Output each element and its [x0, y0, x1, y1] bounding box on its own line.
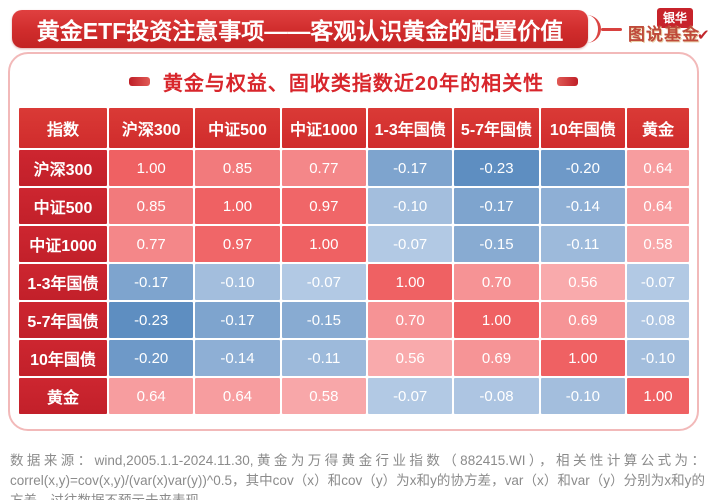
- correlation-cell: 0.64: [627, 188, 689, 224]
- subtitle-dash-right: [557, 77, 579, 86]
- correlation-cell: -0.11: [281, 340, 366, 376]
- correlation-cell: 0.97: [281, 188, 366, 224]
- correlation-cell: 0.85: [195, 150, 280, 186]
- row-label: 沪深300: [19, 150, 107, 186]
- correlation-cell: -0.07: [627, 264, 689, 300]
- correlation-cell: 0.58: [281, 378, 366, 414]
- correlation-cell: 0.85: [109, 188, 194, 224]
- column-header: 黄金: [627, 108, 689, 148]
- logo-tushuo-text: 图说基金: [628, 25, 700, 44]
- correlation-cell: 0.70: [454, 264, 539, 300]
- correlation-cell: -0.14: [195, 340, 280, 376]
- correlation-cell: -0.17: [109, 264, 194, 300]
- corner-header: 指数: [19, 108, 107, 148]
- correlation-cell: -0.15: [454, 226, 539, 262]
- correlation-cell: -0.23: [109, 302, 194, 338]
- correlation-cell: 1.00: [540, 340, 625, 376]
- correlation-cell: -0.10: [368, 188, 453, 224]
- chart-subtitle: 黄金与权益、固收类指数近20年的相关性: [162, 73, 545, 95]
- correlation-cell: 1.00: [368, 264, 453, 300]
- correlation-cell: 1.00: [281, 226, 366, 262]
- correlation-cell: -0.14: [540, 188, 625, 224]
- subtitle-row: 黄金与权益、固收类指数近20年的相关性: [10, 67, 697, 96]
- logo-yinhua-badge: 银华: [656, 8, 693, 28]
- correlation-cell: 0.77: [281, 150, 366, 186]
- row-label: 5-7年国债: [19, 302, 107, 338]
- correlation-cell: 1.00: [454, 302, 539, 338]
- column-header: 5-7年国债: [454, 108, 539, 148]
- correlation-cell: -0.20: [109, 340, 194, 376]
- correlation-cell: 1.00: [195, 188, 280, 224]
- correlation-cell: -0.10: [627, 340, 689, 376]
- row-label: 10年国债: [19, 340, 107, 376]
- correlation-table: 指数 沪深300 中证500 中证1000 1-3年国债 5-7年国债 10年国债 黄金 沪深3…: [19, 108, 689, 414]
- correlation-cell: 0.56: [368, 340, 453, 376]
- subtitle-dash-left: [128, 77, 150, 86]
- correlation-cell: 0.77: [109, 226, 194, 262]
- banner-ribbon-arc: [585, 15, 601, 43]
- correlation-cell: -0.11: [540, 226, 625, 262]
- row-label: 中证1000: [19, 226, 107, 262]
- page-title: 黄金ETF投资注意事项——客观认识黄金的配置价值: [36, 18, 564, 44]
- correlation-cell: -0.07: [281, 264, 366, 300]
- column-header: 中证500: [195, 108, 280, 148]
- correlation-cell: -0.17: [368, 150, 453, 186]
- correlation-cell: -0.15: [281, 302, 366, 338]
- correlation-cell: 0.97: [195, 226, 280, 262]
- correlation-cell: -0.20: [540, 150, 625, 186]
- row-label: 黄金: [19, 378, 107, 414]
- title-banner: 黄金ETF投资注意事项——客观认识黄金的配置价值: [12, 10, 588, 48]
- column-header: 中证1000: [281, 108, 366, 148]
- column-header: 1-3年国债: [368, 108, 453, 148]
- correlation-cell: -0.10: [540, 378, 625, 414]
- correlation-cell: -0.10: [195, 264, 280, 300]
- connector-dash: [601, 28, 622, 31]
- correlation-cell: -0.08: [627, 302, 689, 338]
- column-header: 10年国债: [540, 108, 625, 148]
- correlation-cell: -0.07: [368, 378, 453, 414]
- correlation-cell: 0.56: [540, 264, 625, 300]
- footnote: 数据来源：wind,2005.1.1-2024.11.30,黄金为万得黄金行业指…: [10, 452, 705, 500]
- correlation-cell: -0.07: [368, 226, 453, 262]
- content-panel: 黄金与权益、固收类指数近20年的相关性 指数 沪深300 中证500 中证1000 1-…: [8, 52, 699, 431]
- correlation-cell: 0.70: [368, 302, 453, 338]
- correlation-cell: -0.08: [454, 378, 539, 414]
- row-label: 1-3年国债: [19, 264, 107, 300]
- correlation-cell: 0.64: [627, 150, 689, 186]
- correlation-cell: 0.64: [195, 378, 280, 414]
- correlation-cell: -0.23: [454, 150, 539, 186]
- column-header: 沪深300: [109, 108, 194, 148]
- correlation-cell: 0.64: [109, 378, 194, 414]
- correlation-cell: 1.00: [627, 378, 689, 414]
- correlation-cell: -0.17: [195, 302, 280, 338]
- correlation-cell: 1.00: [109, 150, 194, 186]
- row-label: 中证500: [19, 188, 107, 224]
- correlation-cell: 0.69: [454, 340, 539, 376]
- yinhua-logo: 银华 图说基金✔: [628, 8, 710, 47]
- checkmark-icon: ✔: [697, 27, 710, 44]
- correlation-cell: 0.58: [627, 226, 689, 262]
- correlation-cell: -0.17: [454, 188, 539, 224]
- correlation-cell: 0.69: [540, 302, 625, 338]
